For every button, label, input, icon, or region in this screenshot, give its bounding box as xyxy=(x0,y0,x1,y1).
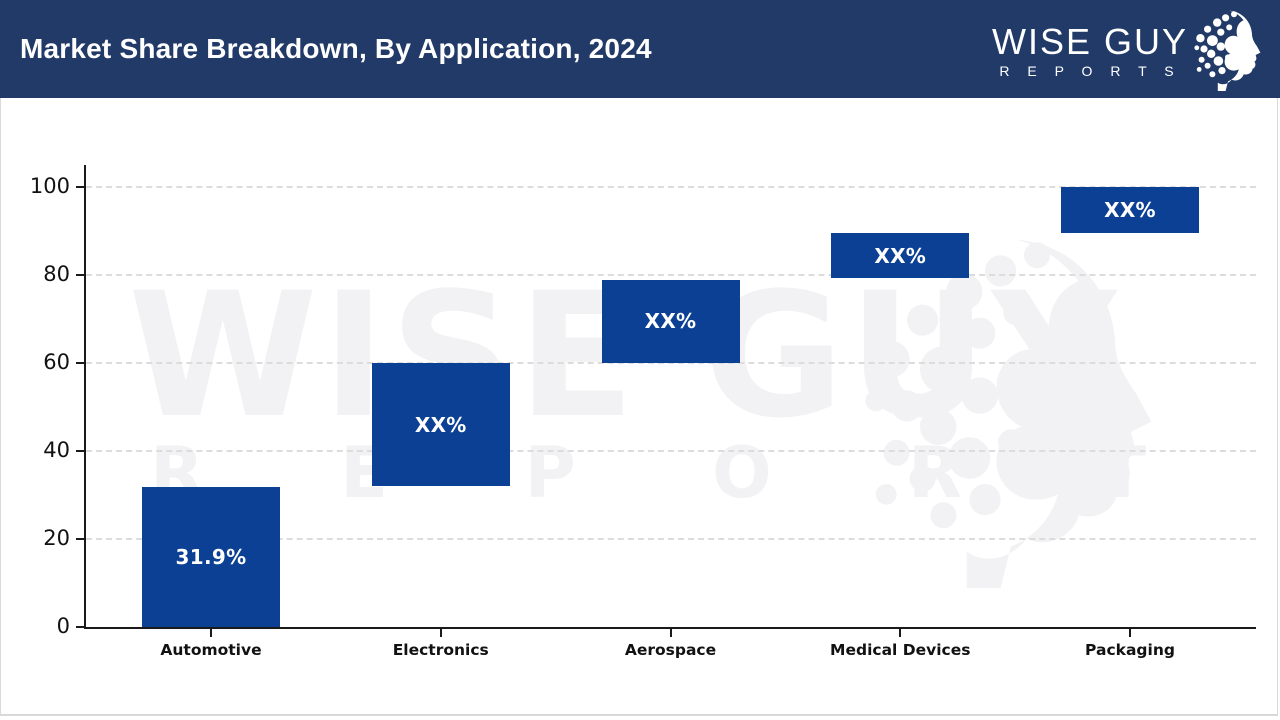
bar-value-label: XX% xyxy=(644,309,697,334)
y-tick-40 xyxy=(76,450,84,452)
gridline-60 xyxy=(86,362,1256,364)
x-tick-2 xyxy=(669,629,672,637)
gridline-80 xyxy=(86,274,1256,276)
x-tick-1 xyxy=(439,629,442,637)
x-category-label-3: Medical Devices xyxy=(830,641,971,659)
bar-value-label: XX% xyxy=(414,412,467,437)
bar-automotive: 31.9% xyxy=(142,486,280,627)
y-tick-0 xyxy=(76,626,84,628)
brand-logo: WISE GUY R E P O R T S xyxy=(992,7,1266,91)
y-tick-label-100: 100 xyxy=(29,174,70,198)
bar-packaging: XX% xyxy=(1061,187,1199,234)
bar-medical-devices: XX% xyxy=(831,233,970,279)
gridline-20 xyxy=(86,538,1256,540)
x-tick-4 xyxy=(1129,629,1131,637)
y-tick-label-40: 40 xyxy=(43,438,70,462)
y-axis-line xyxy=(84,165,86,629)
gridline-100 xyxy=(86,186,1256,188)
y-tick-20 xyxy=(76,538,84,540)
x-category-label-2: Aerospace xyxy=(624,641,717,659)
x-axis-line xyxy=(84,627,1256,629)
x-tick-3 xyxy=(899,629,902,637)
bar-value-label: 31.9% xyxy=(175,544,247,569)
x-category-label-1: Electronics xyxy=(392,641,489,659)
x-tick-0 xyxy=(210,629,212,637)
logo-wordmark: WISE GUY xyxy=(991,20,1188,62)
x-category-label-0: Automotive xyxy=(160,641,262,659)
y-tick-label-80: 80 xyxy=(43,262,70,286)
y-tick-label-60: 60 xyxy=(43,350,70,374)
y-tick-80 xyxy=(76,274,84,276)
x-category-label-4: Packaging xyxy=(1085,641,1175,659)
logo-subtext: R E P O R T S xyxy=(999,62,1181,79)
logo-wordmark-block: WISE GUY R E P O R T S xyxy=(991,20,1188,79)
y-tick-100 xyxy=(76,186,84,188)
y-tick-label-0: 0 xyxy=(56,614,70,638)
y-tick-label-20: 20 xyxy=(43,526,70,550)
bar-aerospace: XX% xyxy=(601,279,740,363)
bar-electronics: XX% xyxy=(371,363,510,487)
page-title: Market Share Breakdown, By Application, … xyxy=(20,33,652,64)
bar-value-label: XX% xyxy=(874,243,927,268)
gridline-40 xyxy=(86,450,1256,452)
bar-value-label: XX% xyxy=(1104,198,1156,223)
y-tick-60 xyxy=(76,362,84,364)
header-bar: Market Share Breakdown, By Application, … xyxy=(0,0,1280,98)
